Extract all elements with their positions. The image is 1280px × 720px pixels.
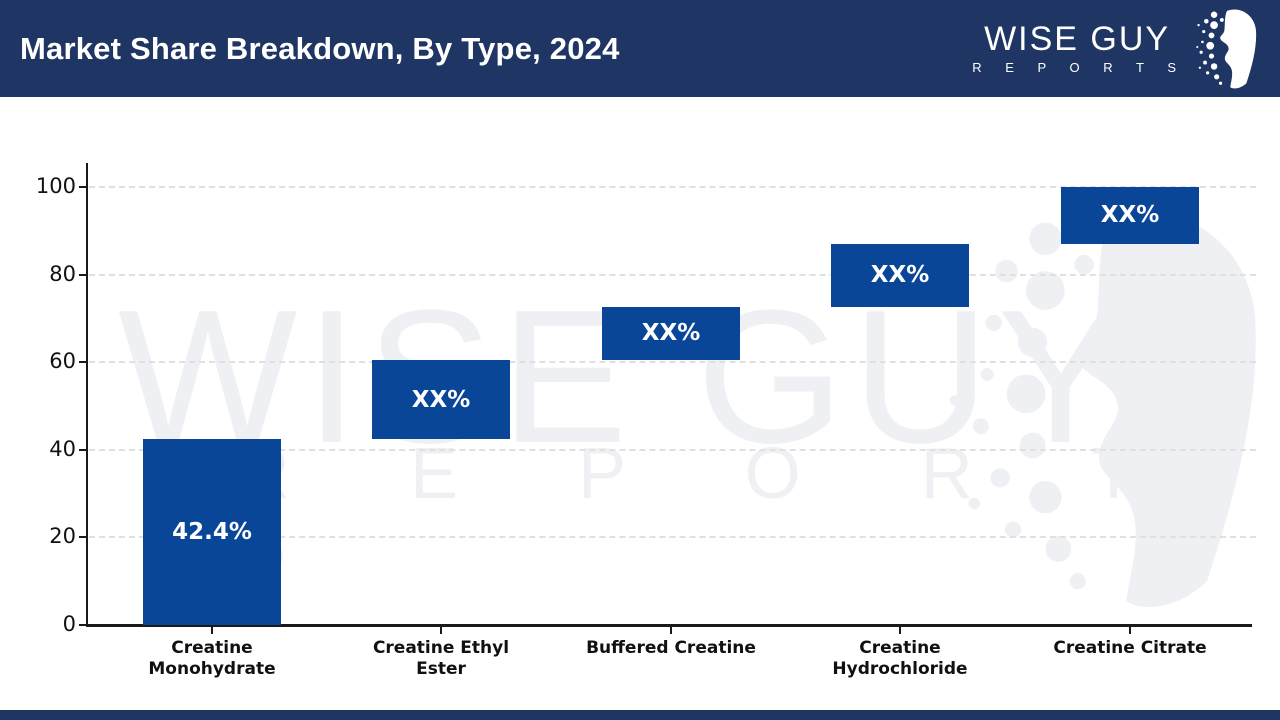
y-tick-label: 60 [49, 349, 76, 374]
gridline [89, 536, 1256, 539]
gridline [89, 448, 1256, 451]
watermark-reports: R E P O R T S [238, 434, 1185, 586]
y-tick-mark [79, 186, 87, 188]
category-label: Creatine Monohydrate [148, 638, 276, 680]
category-label: Creatine Hydrochloride [832, 638, 968, 680]
y-axis [86, 163, 88, 627]
y-tick-label: 20 [49, 524, 76, 549]
bar-value-label: XX% [1100, 202, 1160, 229]
x-tick-mark [440, 627, 442, 634]
gridline [89, 273, 1256, 276]
x-tick-mark [670, 627, 672, 634]
bar: XX% [372, 360, 510, 440]
y-tick-label: 0 [62, 612, 76, 636]
gridline [89, 186, 1256, 188]
bar: XX% [1061, 187, 1199, 244]
logo-wordmark: WISE GUY R E P O R T S [968, 22, 1186, 75]
y-tick-label: 100 [35, 174, 76, 198]
wise-guy-logo: WISE GUY R E P O R T S [968, 7, 1266, 91]
watermark-face-icon [949, 212, 1256, 608]
chart-title: Market Share Breakdown, By Type, 2024 [20, 30, 620, 66]
bar-value-label: XX% [641, 320, 701, 347]
y-tick-mark [79, 361, 87, 364]
y-tick-mark [79, 273, 87, 276]
bar: XX% [602, 306, 740, 360]
category-label: Buffered Creatine [586, 638, 756, 658]
bar-value-label: XX% [870, 262, 930, 289]
x-tick-mark [1129, 627, 1131, 634]
y-tick-label: 80 [49, 261, 76, 286]
x-tick-mark [211, 627, 213, 634]
x-tick-mark [899, 627, 901, 634]
y-tick-mark [79, 536, 87, 539]
footer-bar [0, 710, 1280, 720]
header-bar: Market Share Breakdown, By Type, 2024 WI… [0, 0, 1280, 97]
y-tick-mark [79, 448, 87, 451]
gridline [89, 361, 1256, 364]
x-axis [86, 624, 1252, 627]
bar-value-label: 42.4% [172, 519, 252, 546]
y-tick-mark [79, 624, 87, 626]
bar-value-label: XX% [411, 386, 471, 413]
category-label: Creatine Ethyl Ester [372, 638, 510, 680]
bar: XX% [831, 243, 969, 307]
logo-wordmark-text: WISE GUY [984, 20, 1171, 58]
y-tick-label: 40 [49, 436, 76, 461]
category-label: Creatine Citrate [1053, 638, 1207, 658]
logo-reports-text: R E P O R T S [972, 60, 1186, 75]
logo-face-icon [1196, 9, 1257, 88]
bar: 42.4% [143, 439, 281, 625]
